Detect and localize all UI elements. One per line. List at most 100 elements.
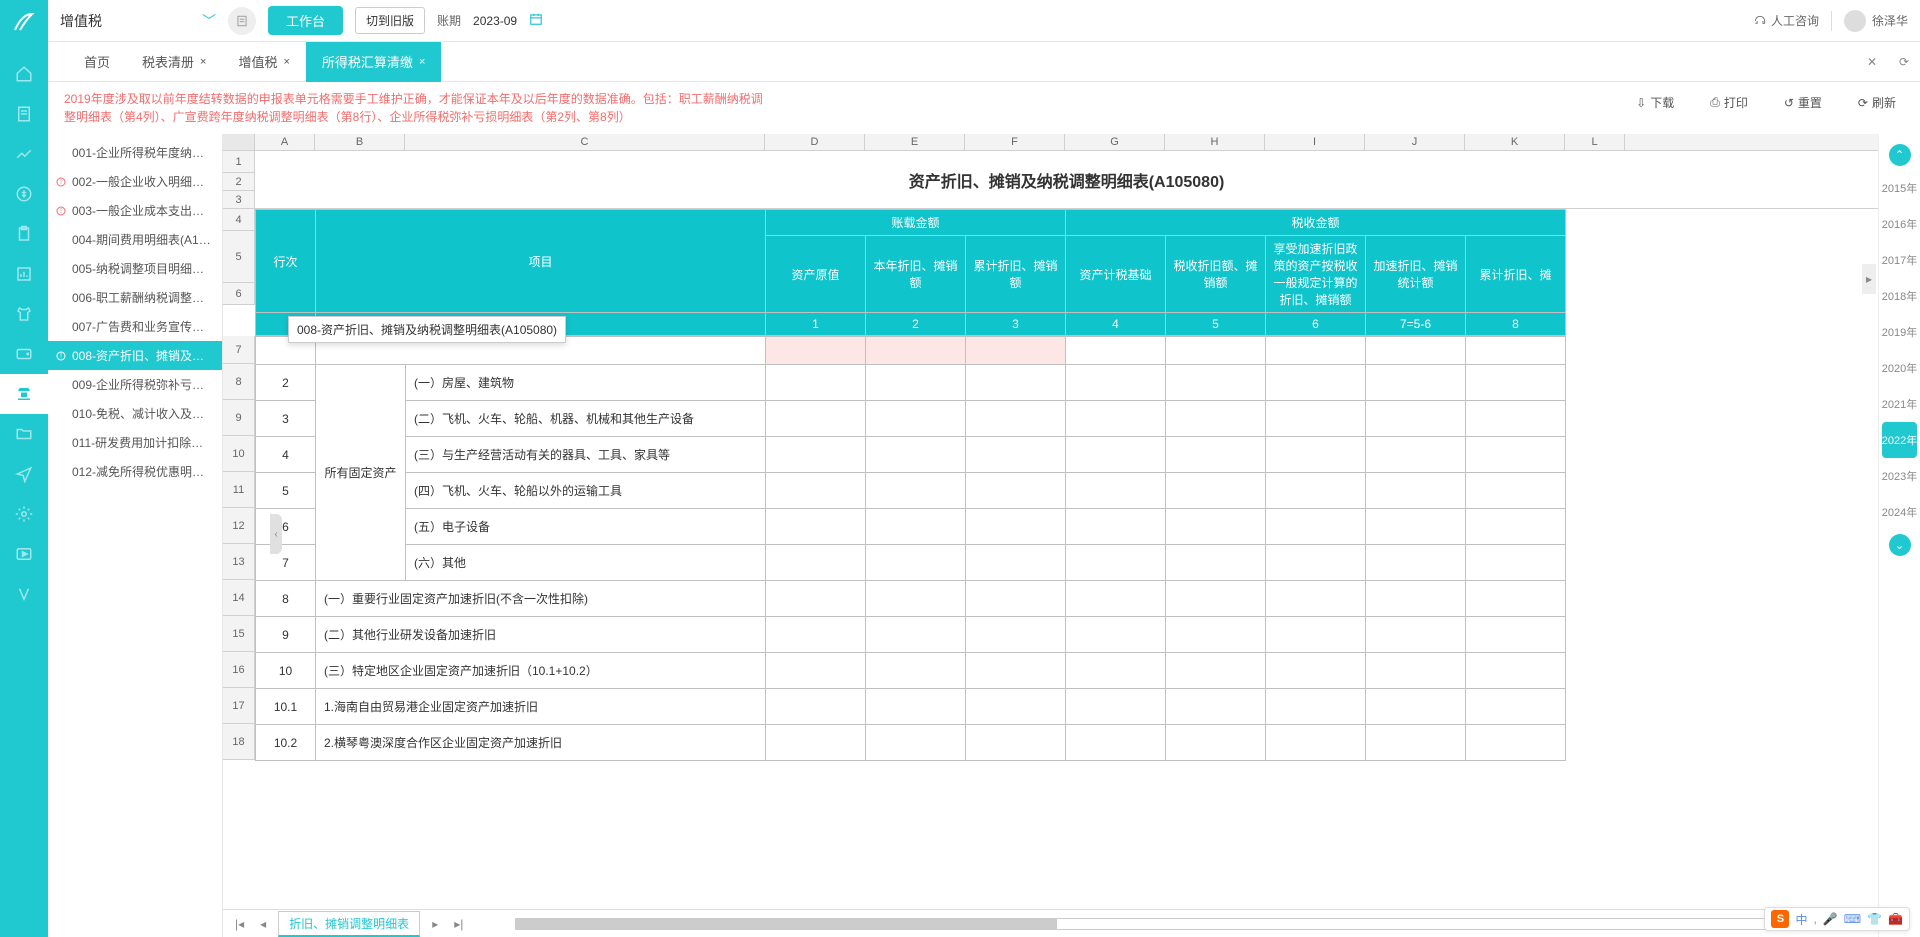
nav-doc-icon[interactable] <box>0 94 48 134</box>
cell[interactable] <box>766 581 866 617</box>
cell[interactable] <box>866 689 966 725</box>
cell[interactable] <box>1366 365 1466 401</box>
nav-send-icon[interactable] <box>0 454 48 494</box>
col-header[interactable]: K <box>1465 134 1565 150</box>
cell[interactable] <box>1466 725 1566 761</box>
cell[interactable] <box>1266 365 1366 401</box>
col-header[interactable]: H <box>1165 134 1265 150</box>
cell[interactable] <box>1166 473 1266 509</box>
form-list-item[interactable]: !003-一般企业成本支出明细... <box>48 196 222 225</box>
nav-report-icon[interactable] <box>0 254 48 294</box>
header-circle-button[interactable] <box>228 7 256 35</box>
nav-wallet-icon[interactable] <box>0 334 48 374</box>
cell[interactable]: 10.1 <box>256 689 316 725</box>
company-selector[interactable]: 增值税 ﹀ <box>60 11 216 31</box>
cell[interactable] <box>1166 725 1266 761</box>
cell[interactable] <box>1266 653 1366 689</box>
cell[interactable]: (一）房屋、建筑物 <box>406 365 766 401</box>
ime-toolbox-icon[interactable]: 🧰 <box>1888 912 1903 926</box>
cell[interactable]: (二）其他行业研发设备加速折旧 <box>316 617 766 653</box>
cell[interactable] <box>866 725 966 761</box>
consult-button[interactable]: 人工咨询 <box>1753 12 1819 29</box>
year-button[interactable]: 2017年 <box>1882 242 1917 278</box>
col-header[interactable]: C <box>405 134 765 150</box>
cell[interactable] <box>1366 725 1466 761</box>
year-up-button[interactable]: ⌃ <box>1889 144 1911 166</box>
cell[interactable] <box>1366 337 1466 365</box>
cell[interactable] <box>1266 725 1366 761</box>
col-header[interactable]: D <box>765 134 865 150</box>
cell[interactable] <box>1266 437 1366 473</box>
refresh-tabs-button[interactable]: ⟳ <box>1888 46 1920 78</box>
cell[interactable] <box>1466 401 1566 437</box>
tab-close-icon[interactable]: × <box>283 56 289 68</box>
cell[interactable] <box>1366 689 1466 725</box>
cell[interactable] <box>1166 653 1266 689</box>
cell[interactable] <box>1166 617 1266 653</box>
cell[interactable] <box>766 725 866 761</box>
col-header[interactable]: A <box>255 134 315 150</box>
cell[interactable] <box>866 509 966 545</box>
sheet-nav-last[interactable]: ▸| <box>450 917 467 931</box>
cell[interactable] <box>1066 437 1166 473</box>
col-header[interactable]: G <box>1065 134 1165 150</box>
tab-0[interactable]: 首页 <box>68 42 126 82</box>
cell[interactable] <box>866 401 966 437</box>
year-button[interactable]: 2021年 <box>1882 386 1917 422</box>
sheet-nav-next[interactable]: ▸ <box>428 917 442 931</box>
cell[interactable] <box>1366 473 1466 509</box>
form-list-item[interactable]: 011-研发费用加计扣除优惠... <box>48 428 222 457</box>
cell[interactable] <box>966 689 1066 725</box>
tab-2[interactable]: 增值税× <box>222 42 305 82</box>
cell[interactable] <box>1466 689 1566 725</box>
cell[interactable] <box>1166 545 1266 581</box>
nav-v-icon[interactable] <box>0 574 48 614</box>
sheet-tab[interactable]: 折旧、摊销调整明细表 <box>278 911 420 937</box>
cell[interactable] <box>1466 653 1566 689</box>
close-all-tabs-button[interactable]: ✕ <box>1856 46 1888 78</box>
cell[interactable] <box>1366 509 1466 545</box>
form-list-item[interactable]: !008-资产折旧、摊销及纳税... <box>48 341 222 370</box>
cell[interactable]: 10.2 <box>256 725 316 761</box>
col-header[interactable]: E <box>865 134 965 150</box>
cell[interactable] <box>1066 545 1166 581</box>
cell[interactable] <box>766 337 866 365</box>
cell[interactable] <box>1166 689 1266 725</box>
cell[interactable] <box>1266 617 1366 653</box>
cell[interactable] <box>766 437 866 473</box>
cell[interactable]: (五）电子设备 <box>406 509 766 545</box>
cell[interactable] <box>866 581 966 617</box>
cell[interactable] <box>1066 337 1166 365</box>
cell[interactable]: (四）飞机、火车、轮船以外的运输工具 <box>406 473 766 509</box>
cell[interactable] <box>1166 437 1266 473</box>
form-list-item[interactable]: 010-免税、减计收入及加计... <box>48 399 222 428</box>
cell[interactable] <box>1366 545 1466 581</box>
cell[interactable] <box>1466 365 1566 401</box>
cell[interactable]: 5 <box>256 473 316 509</box>
cell[interactable] <box>766 653 866 689</box>
cell[interactable] <box>766 365 866 401</box>
cell[interactable]: 10 <box>256 653 316 689</box>
old-version-button[interactable]: 切到旧版 <box>355 7 425 34</box>
cell[interactable]: 6 <box>256 509 316 545</box>
year-button[interactable]: 2023年 <box>1882 458 1917 494</box>
cell[interactable] <box>1166 509 1266 545</box>
cell[interactable]: 4 <box>256 437 316 473</box>
col-header[interactable]: I <box>1265 134 1365 150</box>
cell[interactable] <box>766 545 866 581</box>
cell[interactable] <box>1466 509 1566 545</box>
cell[interactable] <box>1466 581 1566 617</box>
form-list-item[interactable]: 004-期间费用明细表(A1040... <box>48 225 222 254</box>
cell[interactable]: (三）特定地区企业固定资产加速折旧（10.1+10.2） <box>316 653 766 689</box>
year-button[interactable]: 2024年 <box>1882 494 1917 530</box>
cell[interactable]: (二）飞机、火车、轮船、机器、机械和其他生产设备 <box>406 401 766 437</box>
nav-money-icon[interactable] <box>0 174 48 214</box>
year-button[interactable]: 2020年 <box>1882 350 1917 386</box>
sheet-data-table[interactable]: 2所有固定资产(一）房屋、建筑物3(二）飞机、火车、轮船、机器、机械和其他生产设… <box>255 336 1626 761</box>
year-button[interactable]: 2016年 <box>1882 206 1917 242</box>
cell[interactable] <box>966 545 1066 581</box>
cell[interactable] <box>1266 509 1366 545</box>
ime-mic-icon[interactable]: 🎤 <box>1823 912 1838 926</box>
cell[interactable] <box>966 401 1066 437</box>
cell[interactable] <box>1366 581 1466 617</box>
